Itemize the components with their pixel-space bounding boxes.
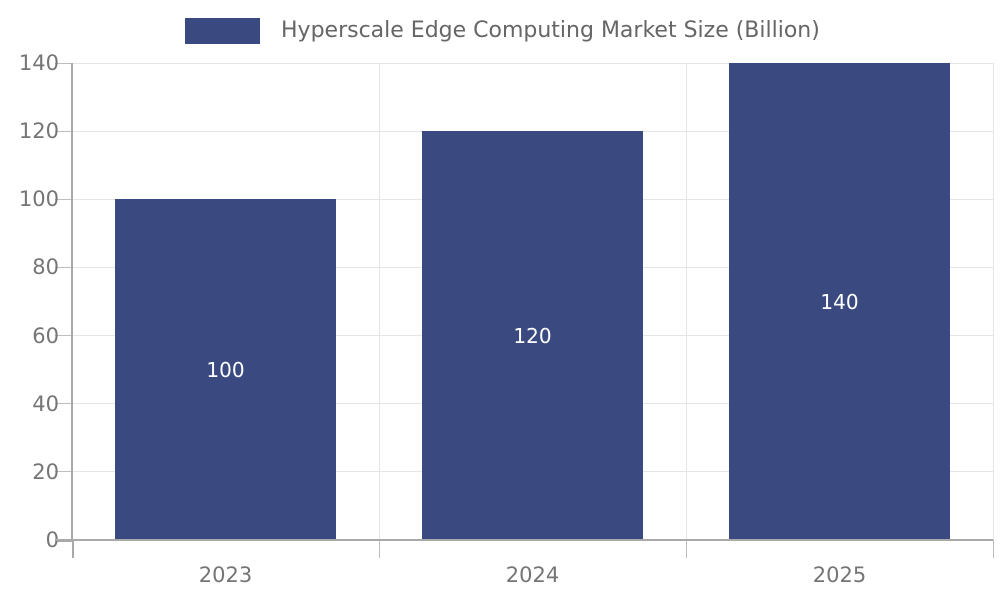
y-tick (55, 198, 72, 200)
y-tick (55, 266, 72, 268)
legend-label: Hyperscale Edge Computing Market Size (B… (281, 18, 820, 43)
x-tick (378, 540, 380, 558)
bar (729, 63, 950, 540)
y-tick-label: 40 (32, 391, 59, 416)
x-gridline (685, 63, 687, 540)
bar-value-label: 120 (513, 323, 552, 348)
y-tick-label: 80 (32, 255, 59, 280)
bar-value-label: 140 (820, 289, 859, 314)
x-gridline (378, 63, 380, 540)
y-tick (55, 403, 72, 405)
y-tick-label: 20 (32, 459, 59, 484)
x-tick (992, 540, 994, 558)
y-tick (55, 62, 72, 64)
y-tick (55, 130, 72, 132)
x-gridline (992, 63, 994, 540)
bar (422, 131, 643, 540)
y-tick-label: 140 (18, 51, 59, 75)
bar-value-label: 100 (206, 357, 245, 382)
y-tick-label: 120 (18, 119, 59, 144)
x-tick-label: 2023 (198, 563, 253, 587)
y-gridline (72, 62, 993, 64)
bar (115, 199, 336, 540)
x-tick (685, 540, 687, 558)
y-tick-label: 100 (18, 187, 59, 212)
x-tick-label: 2025 (812, 563, 867, 587)
x-tick-label: 2024 (505, 563, 560, 587)
x-axis-line (55, 539, 993, 541)
y-tick (55, 471, 72, 473)
y-tick-label: 60 (32, 323, 59, 348)
legend-swatch (185, 18, 260, 44)
y-tick-label: 0 (45, 528, 59, 552)
y-tick (55, 335, 72, 337)
x-tick (71, 540, 74, 558)
legend: Hyperscale Edge Computing Market Size (B… (185, 17, 820, 45)
y-axis-line (71, 63, 73, 540)
